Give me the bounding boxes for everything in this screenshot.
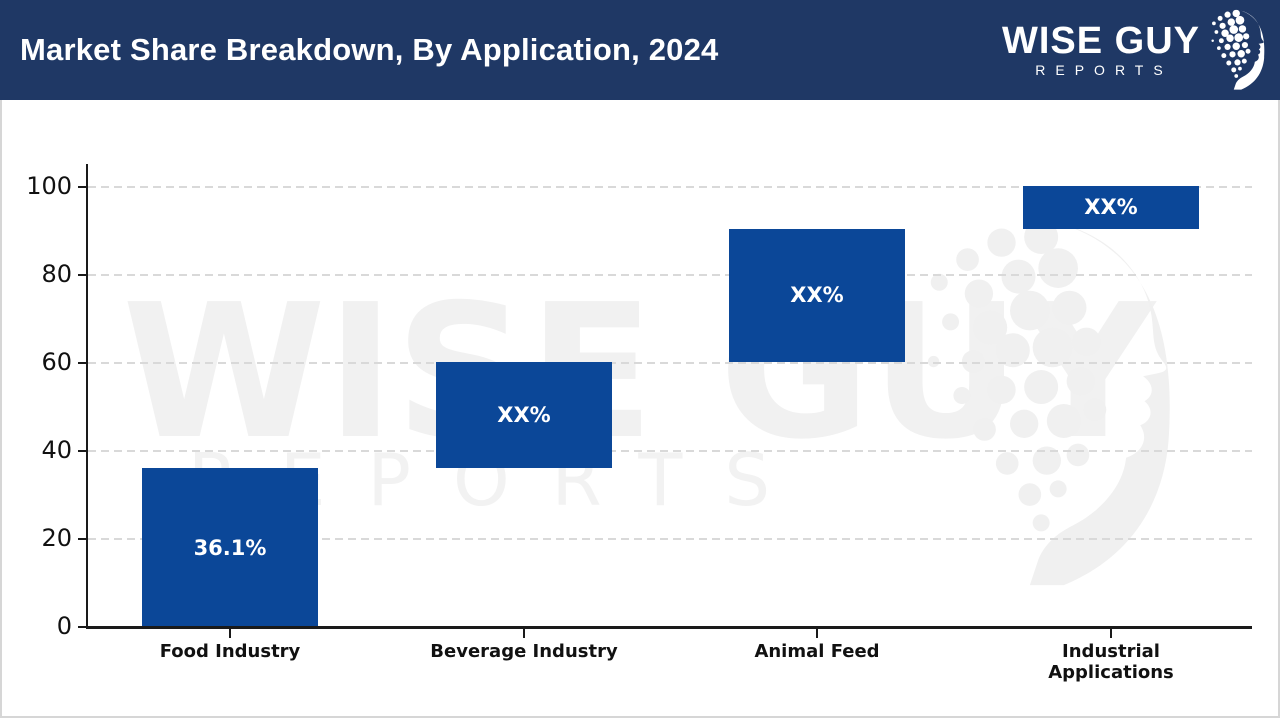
bar-1: 36.1% [142,468,318,627]
right-border [1278,100,1280,718]
y-tick-80 [78,274,87,276]
bottom-border [0,716,1280,718]
y-tick-label: 100 [26,172,72,200]
y-tick-40 [78,450,87,452]
y-tick-label: 60 [41,348,72,376]
bar-value-label: 36.1% [193,535,267,560]
x-tick [523,629,525,638]
page-title: Market Share Breakdown, By Application, … [20,32,719,67]
x-tick [1110,629,1112,638]
bar-4: XX% [1023,185,1199,229]
left-border [0,100,2,718]
gridline-60 [88,362,1252,364]
x-category-label: Food Industry [159,641,301,662]
gridline-80 [88,274,1252,276]
x-tick [816,629,818,638]
logo-face-icon [1204,9,1266,91]
bar-value-label: XX% [1084,195,1138,220]
y-tick-100 [78,186,87,188]
y-tick-label: 80 [41,260,72,288]
brand-logo: WISE GUY REPORTS [996,6,1266,94]
y-tick-0 [78,626,87,628]
bar-3: XX% [729,228,905,362]
x-category-label: Animal Feed [754,641,880,662]
x-category-label: Beverage Industry [430,641,618,662]
y-axis-line [86,164,88,629]
logo-wordmark-line2: REPORTS [1035,61,1173,78]
y-tick-label: 40 [41,436,72,464]
x-category-label: Industrial Applications [1048,641,1174,683]
bar-value-label: XX% [497,402,551,427]
y-tick-label: 0 [56,612,72,640]
gridline-20 [88,538,1252,540]
bar-value-label: XX% [790,283,844,308]
logo-wordmark: WISE GUY REPORTS [1001,20,1200,78]
y-tick-label: 20 [41,524,72,552]
gridline-40 [88,450,1252,452]
x-axis-line [86,626,1252,629]
bar-2: XX% [436,361,612,469]
header-bar: Market Share Breakdown, By Application, … [0,0,1280,100]
logo-wordmark-line1: WISE GUY [1001,20,1200,63]
x-tick [229,629,231,638]
chart-area: WISE GUY REPORTS 0 20 40 60 80 100 Food Indust… [0,100,1280,720]
y-tick-60 [78,362,87,364]
y-tick-20 [78,538,87,540]
gridline-100 [88,186,1252,188]
